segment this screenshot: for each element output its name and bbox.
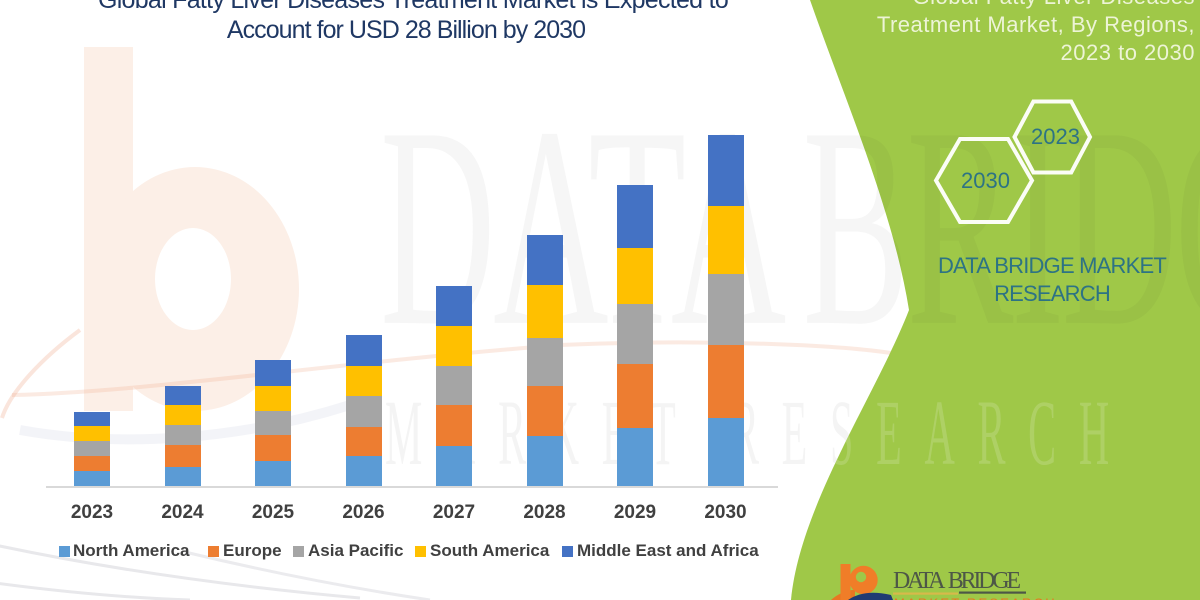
svg-text:DATA BRIDGE: DATA BRIDGE xyxy=(893,568,1020,594)
svg-text:DATA BRIDGE: DATA BRIDGE xyxy=(380,69,1200,386)
svg-text:MARKET RESEARCH: MARKET RESEARCH xyxy=(894,596,1057,600)
